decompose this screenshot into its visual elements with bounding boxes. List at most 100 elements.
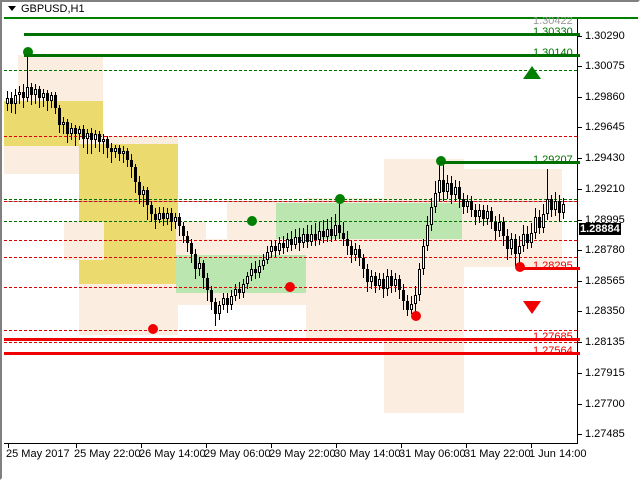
zone-peach-5 xyxy=(79,284,178,335)
candle-wick-81 xyxy=(331,217,332,242)
candle-body-38 xyxy=(158,212,161,221)
candle-body-82 xyxy=(334,224,337,236)
candle-body-10 xyxy=(46,93,49,101)
price-tick xyxy=(578,35,582,37)
candle-body-95 xyxy=(386,276,389,289)
candle-body-47 xyxy=(194,253,197,269)
candle-body-92 xyxy=(374,276,377,286)
candle-body-21 xyxy=(90,132,93,141)
price-chart-plot[interactable] xyxy=(4,19,577,443)
candle-body-19 xyxy=(82,128,85,139)
price-label: 1.28995 xyxy=(585,213,625,226)
candle-body-126 xyxy=(510,238,513,250)
time-label: 30 May 14:00 xyxy=(334,448,401,460)
candle-body-55 xyxy=(226,297,229,306)
level-1-30140: 1.30140 xyxy=(533,46,573,59)
candle-body-60 xyxy=(246,276,249,284)
zone-peach-17 xyxy=(462,168,562,268)
candle-body-8 xyxy=(38,88,41,98)
candle-body-96 xyxy=(390,276,393,286)
candle-wick-17 xyxy=(75,125,76,147)
candle-body-29 xyxy=(122,150,125,154)
candle-body-22 xyxy=(94,134,97,141)
swing-high-2[interactable] xyxy=(247,216,257,227)
candle-body-86 xyxy=(350,246,353,256)
candle-wick-20 xyxy=(87,128,88,154)
level-1-29207: 1.29207 xyxy=(533,154,573,167)
time-axis[interactable]: 25 May 2017 25 May 22:00 26 May 14:00 29 Ma… xyxy=(4,444,638,464)
candle-body-104 xyxy=(422,246,425,269)
candle-body-116 xyxy=(470,200,473,210)
time-tick xyxy=(466,444,467,448)
candle-body-66 xyxy=(270,246,273,253)
candle-body-34 xyxy=(142,190,145,195)
candle-body-125 xyxy=(506,235,509,250)
candle-body-77 xyxy=(314,234,317,241)
candle-body-69 xyxy=(282,243,285,248)
candle-body-26 xyxy=(110,147,113,153)
time-tick xyxy=(76,444,77,448)
window-titlebar: GBPUSD,H1 xyxy=(2,2,638,17)
candle-body-123 xyxy=(498,221,501,231)
level-line-1-28295 xyxy=(518,267,580,271)
swing-low-2[interactable] xyxy=(285,282,295,293)
candle-body-15 xyxy=(66,121,69,135)
candle-body-63 xyxy=(258,265,261,274)
candle-body-5 xyxy=(26,87,29,98)
candle-body-99 xyxy=(402,290,405,301)
candle-body-23 xyxy=(98,134,101,143)
candle-body-65 xyxy=(266,252,269,260)
candle-body-71 xyxy=(290,238,293,245)
time-tick xyxy=(336,444,337,448)
candle-body-30 xyxy=(126,150,129,160)
candle-body-56 xyxy=(230,296,233,306)
candle-body-139 xyxy=(562,203,565,213)
candle-wick-26 xyxy=(111,143,112,163)
chevron-down-icon[interactable] xyxy=(8,6,16,11)
candle-body-74 xyxy=(302,234,305,244)
candle-body-105 xyxy=(426,224,429,247)
time-label: 29 May 06:00 xyxy=(204,448,271,460)
candle-body-16 xyxy=(70,128,73,135)
candle-wick-5 xyxy=(27,53,28,103)
candle-body-25 xyxy=(106,138,109,148)
candle-body-89 xyxy=(362,258,365,269)
time-label: 25 May 2017 xyxy=(6,448,70,460)
candle-body-110 xyxy=(446,182,449,192)
swing-low-1[interactable] xyxy=(148,324,158,335)
time-tick xyxy=(141,444,142,448)
candle-wick-3 xyxy=(19,85,20,104)
candle-body-135 xyxy=(546,199,549,215)
price-tick xyxy=(578,188,582,190)
candle-body-85 xyxy=(346,238,349,247)
price-tick xyxy=(578,403,582,405)
candle-body-138 xyxy=(558,200,561,213)
price-tick xyxy=(578,249,582,251)
price-tick xyxy=(578,219,582,221)
time-label: 26 May 14:00 xyxy=(139,448,206,460)
swing-low-3[interactable] xyxy=(411,310,421,321)
price-tick xyxy=(578,311,582,313)
title-separator xyxy=(4,17,638,19)
price-label: 1.29645 xyxy=(585,121,625,134)
candle-body-48 xyxy=(198,262,201,269)
candle-body-70 xyxy=(286,238,289,248)
price-axis[interactable]: 1.30290 1.30075 1.29860 1.29645 1.29430 1.292… xyxy=(578,19,638,443)
time-tick xyxy=(271,444,272,448)
candle-body-20 xyxy=(86,132,89,139)
swing-high-1[interactable] xyxy=(23,46,33,57)
price-label: 1.29430 xyxy=(585,152,625,165)
candle-body-57 xyxy=(234,288,237,297)
candle-wick-83 xyxy=(339,199,340,239)
fib-level-red-1 xyxy=(4,200,577,202)
time-label: 31 May 22:00 xyxy=(464,448,531,460)
level-1-27685: 1.27685 xyxy=(533,330,573,343)
candle-body-3 xyxy=(18,91,21,95)
price-label: 1.28565 xyxy=(585,274,625,287)
time-axis-line xyxy=(4,443,578,444)
zone-yellow-4 xyxy=(79,143,178,292)
price-label: 1.27700 xyxy=(585,397,625,410)
swing-high-3[interactable] xyxy=(335,194,345,205)
candle-wick-21 xyxy=(91,128,92,154)
candle-body-44 xyxy=(182,226,185,236)
